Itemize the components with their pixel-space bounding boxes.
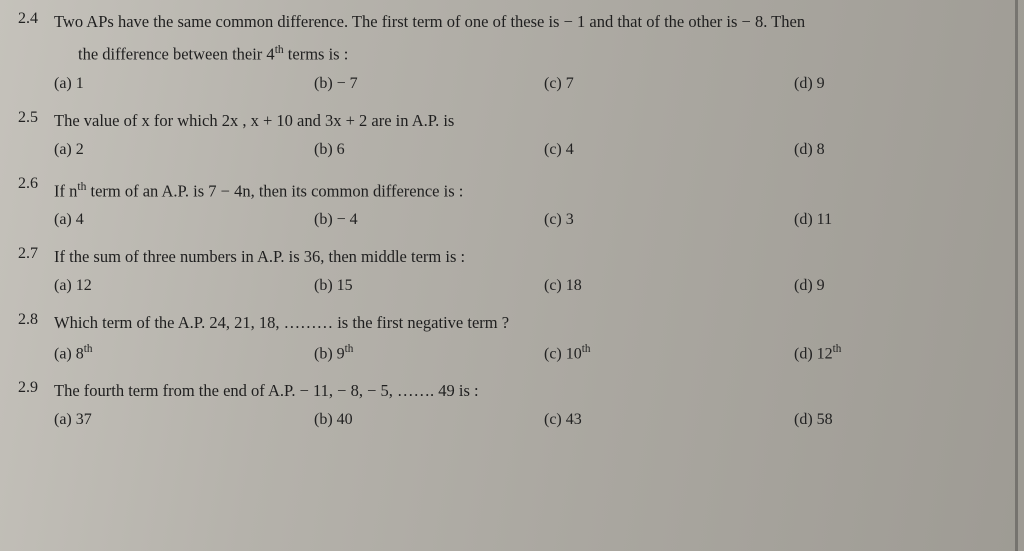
option-b: (b) − 7 [314, 75, 544, 93]
option-c: (c) 10th [544, 343, 794, 363]
question-body: If nth term of an A.P. is 7 − 4n, then i… [54, 173, 994, 240]
option-a: (a) 2 [54, 141, 314, 159]
opt-b-pre: (b) 9 [314, 345, 345, 362]
worksheet-page: 2.4 Two APs have the same common differe… [0, 0, 1024, 551]
options-row: (a) 8th (b) 9th (c) 10th (d) 12th [54, 343, 994, 363]
stem-pre: If n [54, 181, 77, 200]
ordinal-sup: th [84, 343, 93, 355]
option-b: (b) 40 [314, 411, 544, 429]
question-body: The fourth term from the end of A.P. − 1… [54, 377, 994, 439]
question-2-9: 2.9 The fourth term from the end of A.P.… [18, 377, 994, 439]
option-d: (d) 8 [794, 141, 994, 159]
question-stem: The fourth term from the end of A.P. − 1… [54, 377, 994, 405]
question-body: The value of x for which 2x , x + 10 and… [54, 107, 994, 169]
question-number: 2.8 [18, 309, 54, 373]
question-2-5: 2.5 The value of x for which 2x , x + 10… [18, 107, 994, 169]
question-2-8: 2.8 Which term of the A.P. 24, 21, 18, …… [18, 309, 994, 373]
question-stem: If the sum of three numbers in A.P. is 3… [54, 243, 994, 271]
opt-a-pre: (a) 8 [54, 345, 84, 362]
option-c: (c) 3 [544, 211, 794, 229]
question-number: 2.6 [18, 173, 54, 240]
options-row: (a) 1 (b) − 7 (c) 7 (d) 9 [54, 75, 994, 93]
question-2-4: 2.4 Two APs have the same common differe… [18, 8, 994, 103]
option-c: (c) 4 [544, 141, 794, 159]
option-d: (d) 9 [794, 75, 994, 93]
opt-d-pre: (d) 12 [794, 345, 833, 362]
option-c: (c) 43 [544, 411, 794, 429]
option-d: (d) 58 [794, 411, 994, 429]
option-b: (b) − 4 [314, 211, 544, 229]
option-a: (a) 8th [54, 343, 314, 363]
options-row: (a) 12 (b) 15 (c) 18 (d) 9 [54, 277, 994, 295]
question-2-7: 2.7 If the sum of three numbers in A.P. … [18, 243, 994, 305]
stem-line2: the difference between their 4th terms i… [54, 36, 348, 69]
options-row: (a) 37 (b) 40 (c) 43 (d) 58 [54, 411, 994, 429]
option-d: (d) 12th [794, 343, 994, 363]
option-c: (c) 18 [544, 277, 794, 295]
ordinal-sup: th [833, 343, 842, 355]
question-2-6: 2.6 If nth term of an A.P. is 7 − 4n, th… [18, 173, 994, 240]
ordinal-sup: th [77, 181, 86, 193]
opt-c-pre: (c) 10 [544, 345, 582, 362]
question-number: 2.9 [18, 377, 54, 439]
question-body: Two APs have the same common difference.… [54, 8, 994, 103]
ordinal-sup: th [345, 343, 354, 355]
option-d: (d) 9 [794, 277, 994, 295]
option-d: (d) 11 [794, 211, 994, 229]
options-row: (a) 2 (b) 6 (c) 4 (d) 8 [54, 141, 994, 159]
stem-text-2a: the difference between their 4 [78, 45, 275, 64]
ordinal-sup: th [582, 343, 591, 355]
question-stem: If nth term of an A.P. is 7 − 4n, then i… [54, 173, 994, 206]
option-a: (a) 12 [54, 277, 314, 295]
stem-text: Two APs have the same common difference.… [54, 12, 805, 31]
question-stem: Two APs have the same common difference.… [54, 8, 994, 69]
stem-text-2b: terms is : [284, 45, 349, 64]
question-stem: The value of x for which 2x , x + 10 and… [54, 107, 994, 135]
option-a: (a) 1 [54, 75, 314, 93]
question-stem: Which term of the A.P. 24, 21, 18, ……… i… [54, 309, 994, 337]
question-body: If the sum of three numbers in A.P. is 3… [54, 243, 994, 305]
question-number: 2.4 [18, 8, 54, 103]
options-row: (a) 4 (b) − 4 (c) 3 (d) 11 [54, 211, 994, 229]
stem-post: term of an A.P. is 7 − 4n, then its comm… [86, 181, 463, 200]
question-body: Which term of the A.P. 24, 21, 18, ……… i… [54, 309, 994, 373]
option-a: (a) 4 [54, 211, 314, 229]
option-c: (c) 7 [544, 75, 794, 93]
question-number: 2.7 [18, 243, 54, 305]
option-b: (b) 9th [314, 343, 544, 363]
option-a: (a) 37 [54, 411, 314, 429]
ordinal-sup: th [275, 44, 284, 56]
option-b: (b) 15 [314, 277, 544, 295]
option-b: (b) 6 [314, 141, 544, 159]
question-number: 2.5 [18, 107, 54, 169]
